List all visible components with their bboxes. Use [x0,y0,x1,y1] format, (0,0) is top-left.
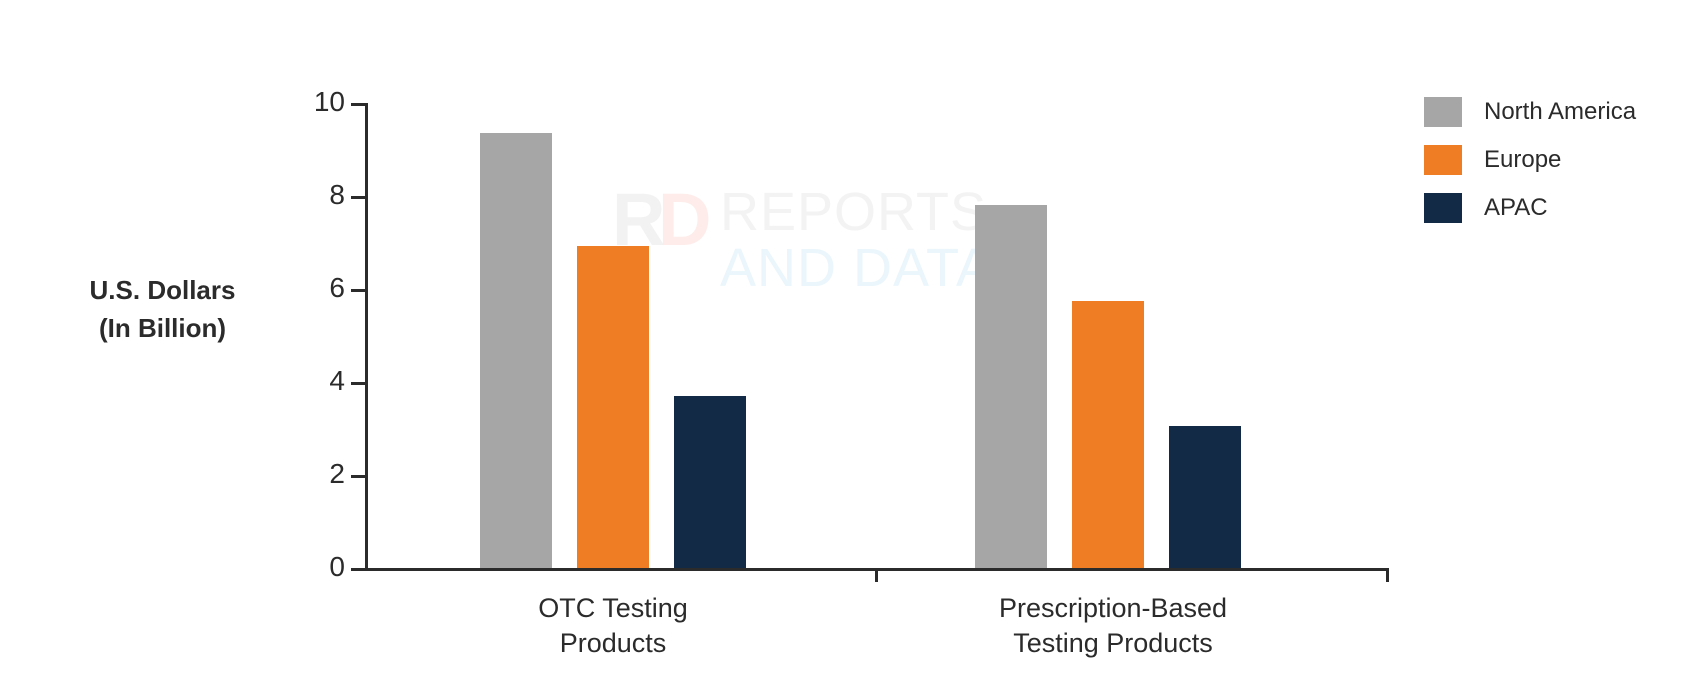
legend-label-europe: Europe [1484,146,1562,173]
y-tick-label-2: 2 [329,458,345,489]
y-axis-title-line-1: U.S. Dollars [89,275,236,305]
y-tick-mark-4 [351,382,365,385]
legend-item-apac[interactable]: APAC [1424,184,1684,232]
legend-swatch-north-america [1424,97,1462,127]
legend-swatch-europe [1424,145,1462,175]
bar-prescription-north-america [975,205,1047,568]
y-tick-mark-0 [351,568,365,571]
y-tick-mark-8 [351,196,365,199]
y-axis-title-line-2: (In Billion) [98,312,227,343]
x-axis-group-label-otc: OTC Testing Products [488,591,738,661]
y-tick-mark-10 [351,103,365,106]
y-tick-label-0: 0 [329,551,345,582]
y-tick-label-4: 4 [329,365,345,396]
bar-prescription-europe [1072,301,1144,568]
x-axis-group-label-otc-line-2: Products [559,628,667,659]
legend-item-north-america[interactable]: North America [1424,88,1684,136]
x-axis-group-label-prescription: Prescription-Based Testing Products [953,591,1273,661]
legend-label-apac: APAC [1484,194,1548,221]
x-axis-group-separator-tick [875,568,878,582]
legend-swatch-apac [1424,193,1462,223]
legend-item-europe[interactable]: Europe [1424,136,1684,184]
bar-otc-europe [577,246,649,568]
y-axis-line [365,103,368,571]
y-tick-label-10: 10 [313,86,345,117]
plot-area: 0 2 4 6 8 10 [314,88,1389,658]
x-axis-group-label-prescription-line-1: Prescription-Based [998,593,1228,623]
x-axis-group-label-prescription-line-2: Testing Products [1013,628,1213,659]
bar-otc-north-america [480,133,552,568]
bar-otc-apac [674,396,746,568]
legend-label-north-america: North America [1484,98,1637,125]
bar-prescription-apac [1169,426,1241,568]
x-axis-end-tick [1386,568,1389,582]
y-tick-mark-6 [351,289,365,292]
y-tick-label-6: 6 [329,272,345,303]
y-axis-title: U.S. Dollars (In Billion) [30,272,295,347]
legend: North America Europe APAC [1424,88,1684,232]
y-tick-label-8: 8 [329,179,345,210]
x-axis-group-label-otc-line-1: OTC Testing [538,593,688,623]
y-tick-mark-2 [351,475,365,478]
